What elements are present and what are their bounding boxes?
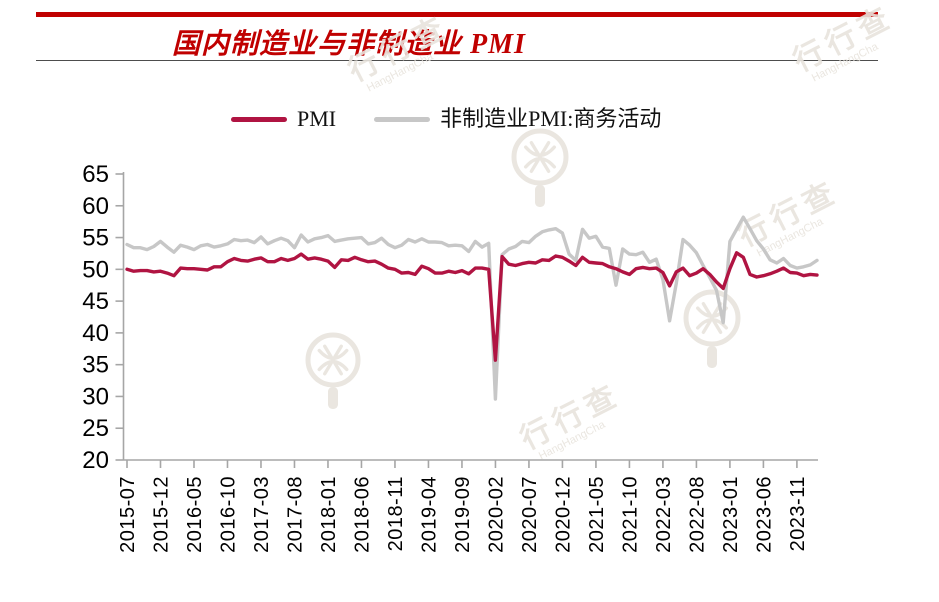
- legend-label-non-mfg-pmi: 非制造业PMI:商务活动: [440, 106, 662, 131]
- y-tick-label: 50: [82, 256, 109, 283]
- x-tick-label: 2020-02: [485, 476, 507, 553]
- watermark-logo: [511, 128, 569, 207]
- legend: PMI 非制造业PMI:商务活动: [231, 104, 699, 134]
- watermark-logo: [305, 332, 361, 409]
- x-tick-label: 2019-09: [452, 476, 474, 553]
- top-red-rule: [36, 12, 878, 17]
- x-tick-label: 2015-12: [150, 476, 172, 553]
- x-tick-label: 2019-04: [418, 476, 440, 553]
- legend-label-pmi: PMI: [297, 106, 337, 131]
- y-tick-label: 35: [82, 352, 109, 379]
- y-tick-label: 60: [82, 193, 109, 220]
- x-tick-label: 2021-05: [586, 476, 608, 553]
- x-tick-label: 2017-03: [251, 476, 273, 553]
- x-tick-label: 2022-08: [686, 476, 708, 553]
- legend-item-pmi: PMI: [231, 108, 336, 130]
- x-tick-label: 2015-07: [117, 476, 139, 553]
- series-line-pmi: [125, 251, 819, 362]
- x-tick-label: 2023-01: [720, 476, 742, 553]
- chart-title: 国内制造业与非制造业 PMI: [172, 29, 526, 60]
- series-line-non-mfg-pmi: [125, 215, 819, 401]
- axes: [115, 172, 818, 468]
- x-tick-label: 2023-06: [753, 476, 775, 553]
- x-tick-label: 2022-03: [653, 476, 675, 553]
- x-tick-label: 2021-10: [619, 476, 641, 553]
- y-tick-label: 30: [82, 383, 109, 410]
- x-tick-label: 2018-01: [318, 476, 340, 553]
- legend-swatch-non-mfg-pmi: [374, 116, 431, 122]
- legend-swatch-pmi: [231, 116, 287, 122]
- x-tick-label: 2018-11: [385, 476, 407, 551]
- y-tick-label: 20: [82, 447, 109, 474]
- x-tick-label: 2020-12: [552, 476, 574, 553]
- x-tick-label: 2023-11: [787, 476, 809, 551]
- y-tick-label: 40: [82, 320, 109, 347]
- x-tick-label: 2017-08: [284, 476, 306, 553]
- y-tick-label: 25: [82, 415, 109, 442]
- x-tick-label: 2018-06: [351, 476, 373, 553]
- legend-item-non-mfg-pmi: 非制造业PMI:商务活动: [374, 108, 661, 130]
- x-tick-label: 2020-07: [519, 476, 541, 553]
- x-tick-label: 2016-10: [217, 476, 239, 553]
- x-tick-label: 2016-05: [184, 476, 206, 553]
- y-tick-label: 65: [82, 161, 109, 188]
- title-underline: [36, 60, 878, 62]
- y-tick-label: 45: [82, 288, 109, 315]
- watermark-logo: [683, 289, 741, 368]
- y-tick-label: 55: [82, 225, 109, 252]
